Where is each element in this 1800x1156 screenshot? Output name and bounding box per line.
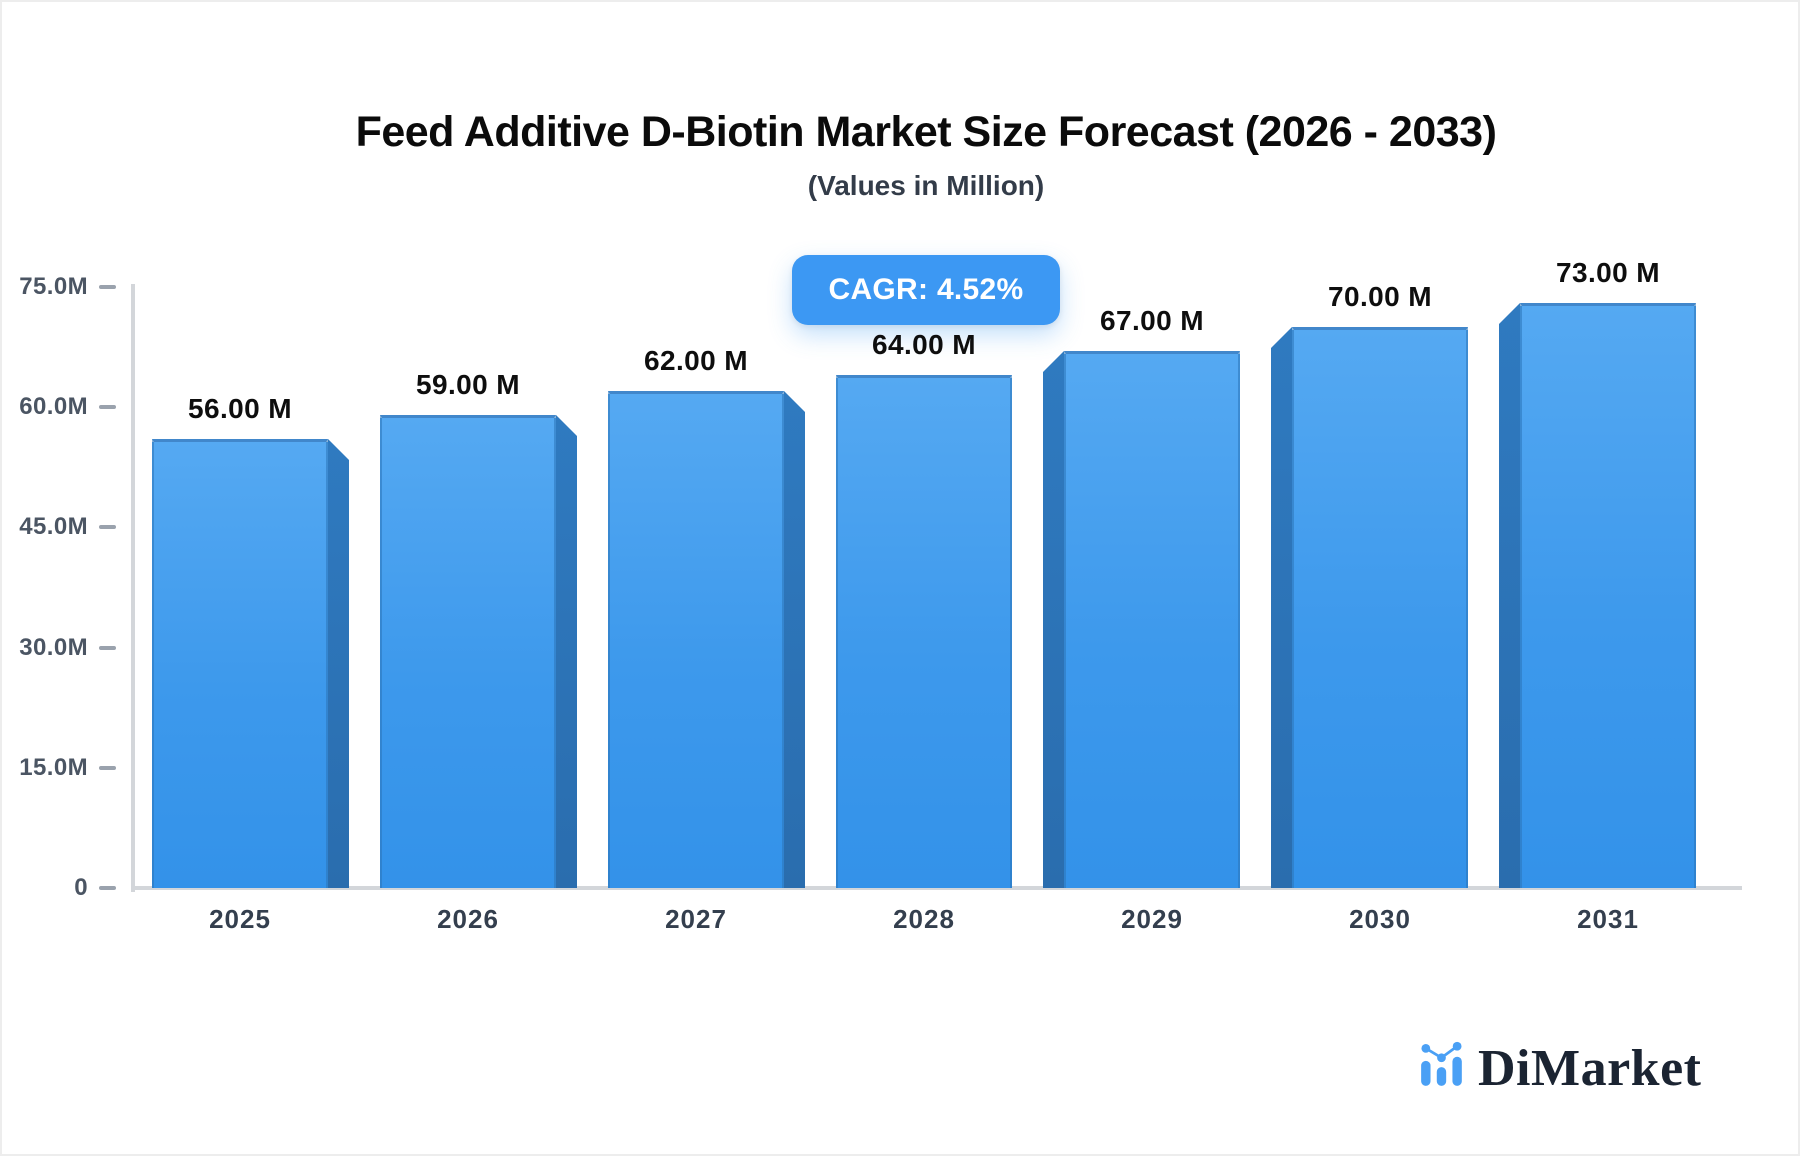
bar-value-label: 67.00 M xyxy=(1100,305,1204,336)
y-tick-label: 30.0M xyxy=(19,634,88,661)
brand-name: DiMarket xyxy=(1478,1040,1702,1097)
bar-side-bevel xyxy=(1271,327,1292,888)
bar-value-label: 64.00 M xyxy=(872,329,976,360)
x-axis-baseline xyxy=(131,886,1742,890)
bar xyxy=(836,375,1012,888)
bar xyxy=(1520,303,1696,888)
mini-bar-chart-icon xyxy=(1418,1040,1466,1093)
bar-value-label: 70.00 M xyxy=(1328,281,1432,312)
x-axis-label: 2026 xyxy=(437,904,499,934)
chart-subtitle: (Values in Million) xyxy=(807,170,1045,201)
brand-logo: DiMarket xyxy=(1418,1040,1702,1097)
x-axis-label: 2030 xyxy=(1349,904,1411,934)
bar-side-bevel xyxy=(1043,351,1064,888)
cagr-badge: CAGR: 4.52% xyxy=(792,255,1060,325)
y-tick-label: 45.0M xyxy=(19,513,88,540)
y-axis-line xyxy=(131,284,135,892)
bar-value-label: 62.00 M xyxy=(644,345,748,376)
y-tick-dash xyxy=(99,766,116,770)
bar-side-bevel xyxy=(1499,303,1520,888)
x-axis-label: 2029 xyxy=(1121,904,1183,934)
x-axis-label: 2028 xyxy=(893,904,955,934)
chart-title: Feed Additive D-Biotin Market Size Forec… xyxy=(355,108,1497,156)
x-axis-label: 2027 xyxy=(665,904,727,934)
bar-side-bevel xyxy=(784,391,805,888)
y-tick-label: 75.0M xyxy=(19,273,88,300)
x-axis-label: 2025 xyxy=(209,904,271,934)
bar xyxy=(152,439,328,888)
bar xyxy=(1064,351,1240,888)
bar-value-label: 73.00 M xyxy=(1556,257,1660,288)
y-tick-dash xyxy=(99,646,116,650)
y-tick-label: 15.0M xyxy=(19,754,88,781)
y-tick-label: 0 xyxy=(74,874,88,901)
cagr-badge-label: CAGR: 4.52% xyxy=(828,273,1024,306)
y-tick-dash xyxy=(99,405,116,409)
x-axis-label: 2031 xyxy=(1577,904,1639,934)
y-tick-dash xyxy=(99,525,116,529)
bar xyxy=(380,415,556,888)
bar xyxy=(608,391,784,888)
y-tick-dash xyxy=(99,285,116,289)
y-tick-dash xyxy=(99,886,116,890)
bar xyxy=(1292,327,1468,888)
bar-value-label: 59.00 M xyxy=(416,369,520,400)
y-tick-label: 60.0M xyxy=(19,393,88,420)
bar-side-bevel xyxy=(328,439,349,888)
bar-value-label: 56.00 M xyxy=(188,393,292,424)
bar-side-bevel xyxy=(556,415,577,888)
